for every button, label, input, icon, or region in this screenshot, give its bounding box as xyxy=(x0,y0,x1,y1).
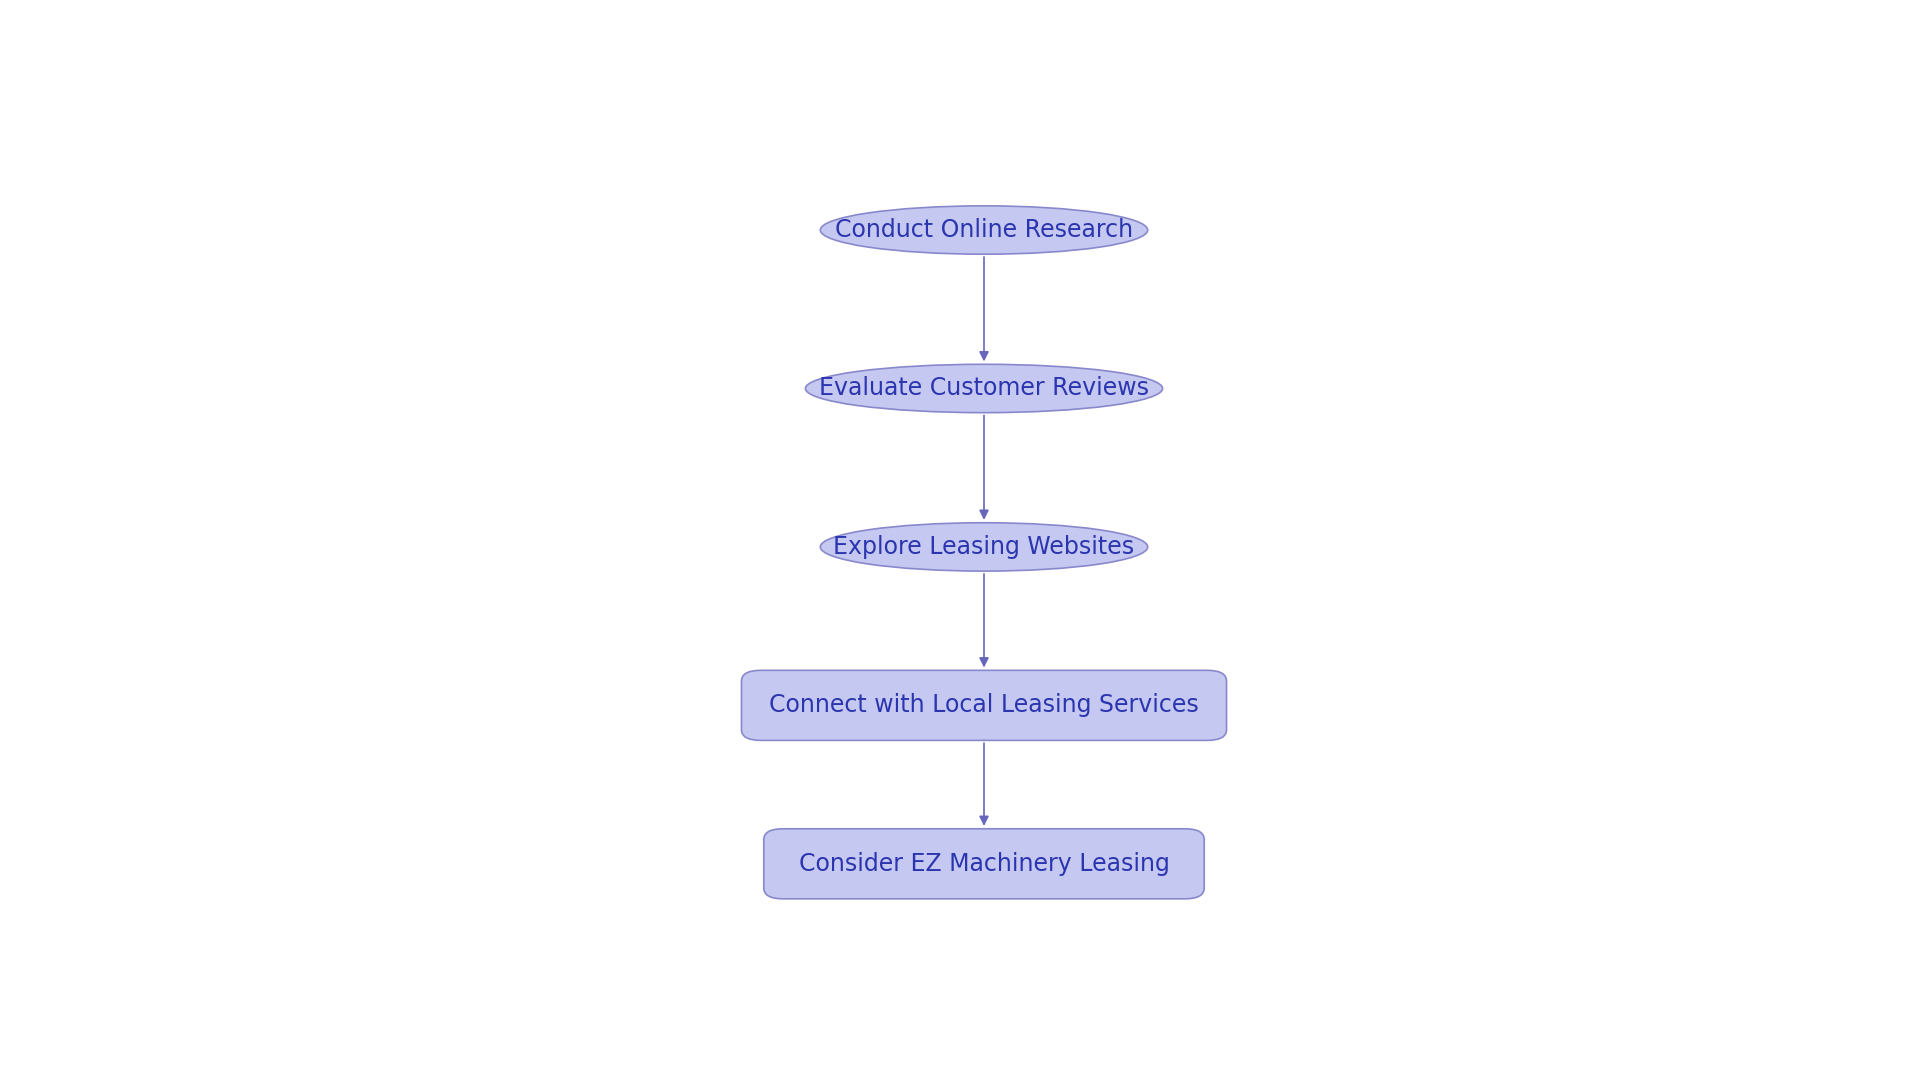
Text: Consider EZ Machinery Leasing: Consider EZ Machinery Leasing xyxy=(799,852,1169,876)
Text: Connect with Local Leasing Services: Connect with Local Leasing Services xyxy=(770,693,1198,717)
Ellipse shape xyxy=(820,523,1148,571)
Text: Explore Leasing Websites: Explore Leasing Websites xyxy=(833,535,1135,559)
FancyBboxPatch shape xyxy=(741,670,1227,741)
Text: Conduct Online Research: Conduct Online Research xyxy=(835,218,1133,242)
Ellipse shape xyxy=(806,364,1162,413)
FancyBboxPatch shape xyxy=(764,828,1204,899)
Text: Evaluate Customer Reviews: Evaluate Customer Reviews xyxy=(820,377,1148,401)
Ellipse shape xyxy=(820,206,1148,255)
